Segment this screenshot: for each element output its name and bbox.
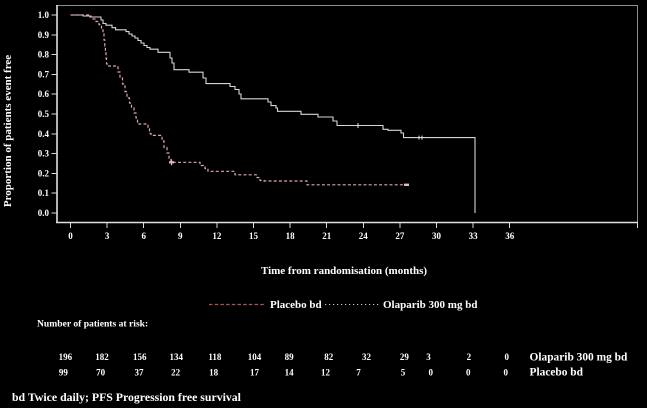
svg-text:0.9: 0.9 xyxy=(38,30,50,40)
svg-text:104: 104 xyxy=(248,352,262,362)
svg-text:18: 18 xyxy=(209,368,219,378)
svg-text:0.5: 0.5 xyxy=(38,109,50,119)
svg-text:12: 12 xyxy=(321,368,331,378)
svg-text:70: 70 xyxy=(96,368,106,378)
svg-text:33: 33 xyxy=(469,231,479,241)
svg-text:32: 32 xyxy=(362,352,372,362)
svg-text:134: 134 xyxy=(170,352,184,362)
svg-text:29: 29 xyxy=(400,352,410,362)
svg-text:1.0: 1.0 xyxy=(38,10,50,20)
svg-text:bd Twice daily; PFS Progressio: bd Twice daily; PFS Progression free sur… xyxy=(12,390,242,404)
svg-text:36: 36 xyxy=(505,231,515,241)
svg-text:0.6: 0.6 xyxy=(38,89,50,99)
svg-text:0.7: 0.7 xyxy=(38,69,50,79)
svg-text:0.1: 0.1 xyxy=(38,188,50,198)
svg-text:118: 118 xyxy=(208,352,222,362)
svg-text:24: 24 xyxy=(359,231,369,241)
svg-text:7: 7 xyxy=(356,368,361,378)
svg-text:0.8: 0.8 xyxy=(38,50,50,60)
svg-text:99: 99 xyxy=(59,368,69,378)
svg-text:Olaparib 300 mg bd: Olaparib 300 mg bd xyxy=(383,299,477,311)
svg-text:0: 0 xyxy=(68,231,73,241)
svg-text:156: 156 xyxy=(133,352,147,362)
svg-text:0.0: 0.0 xyxy=(38,208,50,218)
svg-text:27: 27 xyxy=(395,231,405,241)
svg-text:Olaparib 300 mg bd: Olaparib 300 mg bd xyxy=(530,352,628,364)
svg-text:17: 17 xyxy=(250,368,260,378)
svg-text:196: 196 xyxy=(59,352,73,362)
svg-text:0.4: 0.4 xyxy=(38,129,50,139)
svg-text:18: 18 xyxy=(286,231,296,241)
svg-text:182: 182 xyxy=(95,352,109,362)
svg-text:37: 37 xyxy=(135,368,145,378)
svg-text:9: 9 xyxy=(178,231,183,241)
svg-text:30: 30 xyxy=(432,231,442,241)
svg-text:22: 22 xyxy=(171,368,181,378)
svg-text:Placebo bd: Placebo bd xyxy=(270,299,322,311)
svg-text:6: 6 xyxy=(141,231,146,241)
svg-text:Time from randomisation (month: Time from randomisation (months) xyxy=(261,265,427,277)
svg-text:82: 82 xyxy=(324,352,334,362)
svg-text:12: 12 xyxy=(212,231,222,241)
svg-text:5: 5 xyxy=(401,368,406,378)
svg-text:0: 0 xyxy=(428,368,433,378)
svg-text:0.2: 0.2 xyxy=(38,168,50,178)
svg-text:0.3: 0.3 xyxy=(38,149,50,159)
svg-text:21: 21 xyxy=(322,231,332,241)
svg-text:Proportion of patients event f: Proportion of patients event free xyxy=(2,55,14,207)
svg-text:14: 14 xyxy=(285,368,295,378)
svg-text:0: 0 xyxy=(504,368,509,378)
svg-text:Placebo bd: Placebo bd xyxy=(530,367,584,379)
svg-text:Number of patients at risk:: Number of patients at risk: xyxy=(37,319,148,330)
svg-text:0: 0 xyxy=(504,352,509,362)
svg-text:0: 0 xyxy=(466,368,471,378)
svg-text:89: 89 xyxy=(285,352,295,362)
svg-text:15: 15 xyxy=(249,231,259,241)
svg-text:3: 3 xyxy=(105,231,110,241)
svg-text:2: 2 xyxy=(467,352,472,362)
svg-text:3: 3 xyxy=(426,352,431,362)
